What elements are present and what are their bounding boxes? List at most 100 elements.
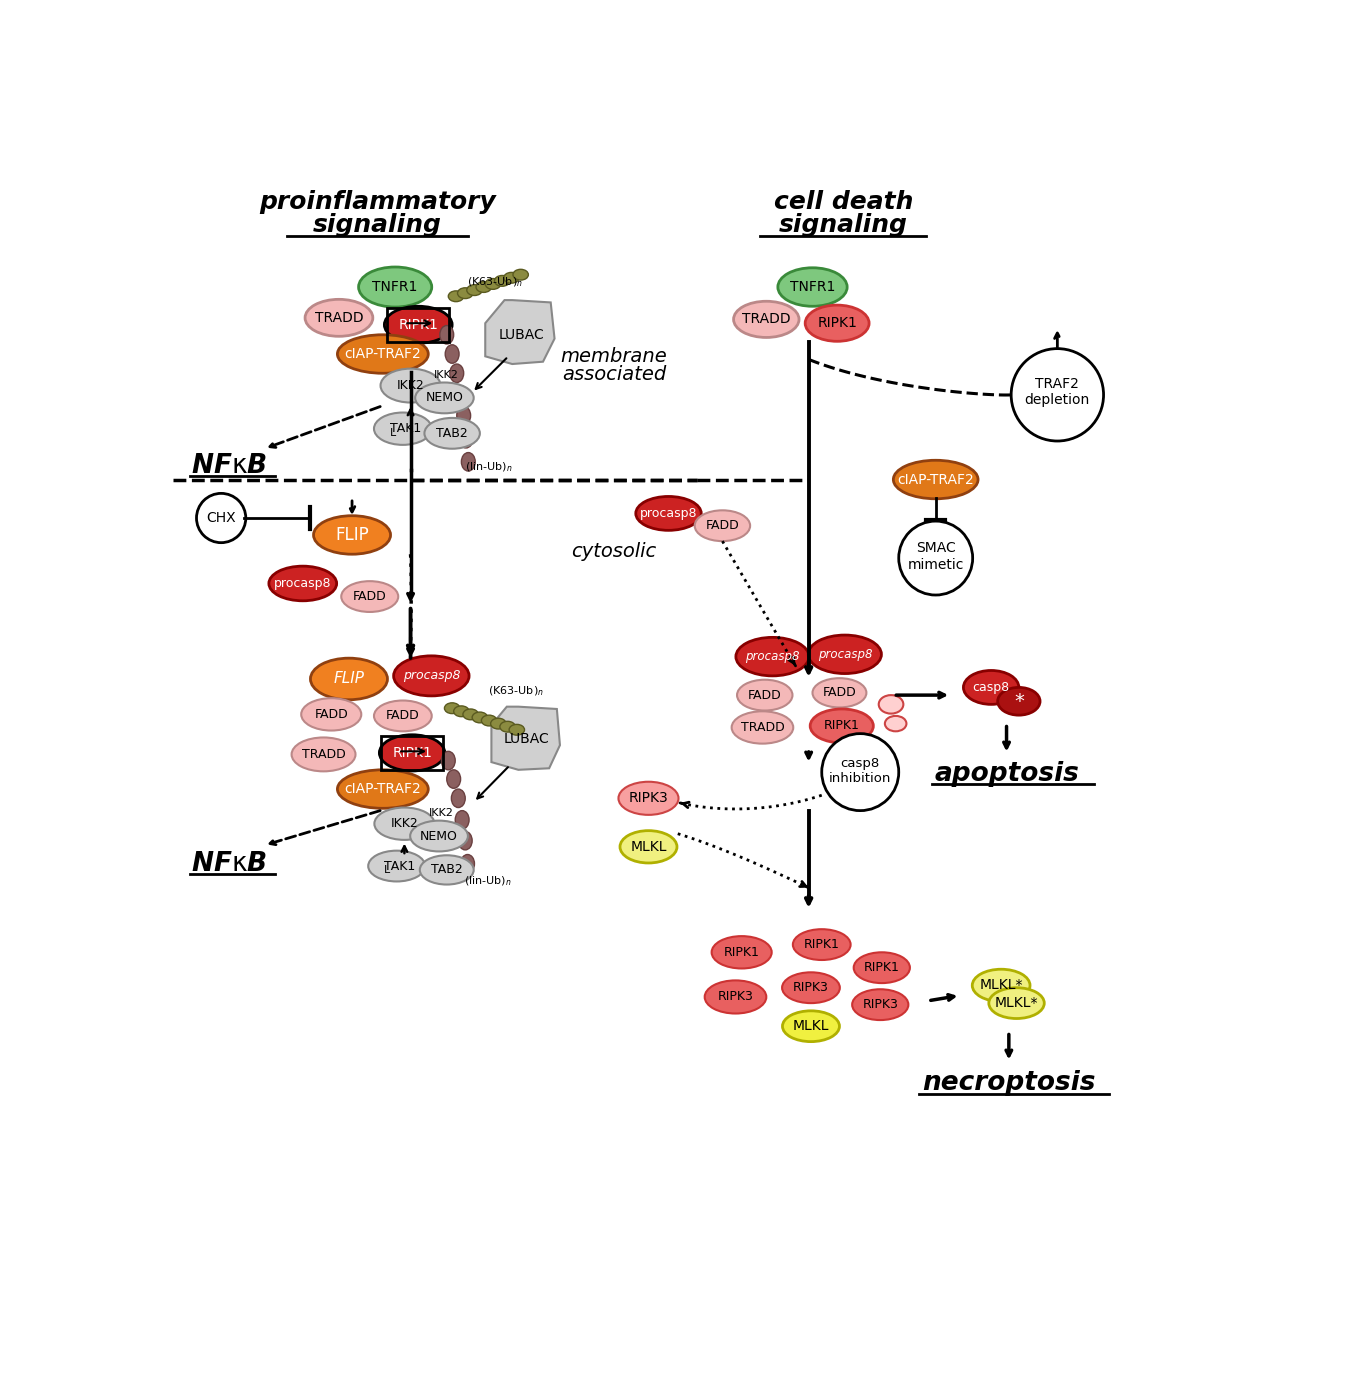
- Text: casp8
inhibition: casp8 inhibition: [830, 757, 891, 784]
- Ellipse shape: [411, 821, 468, 852]
- Ellipse shape: [894, 460, 978, 499]
- Ellipse shape: [456, 810, 469, 830]
- Text: L: L: [390, 429, 396, 438]
- Text: (K63-Ub)$_n$: (K63-Ub)$_n$: [488, 685, 544, 699]
- Ellipse shape: [619, 781, 679, 814]
- Ellipse shape: [461, 452, 475, 471]
- Ellipse shape: [445, 344, 460, 364]
- Text: signaling: signaling: [779, 214, 907, 237]
- Text: associated: associated: [562, 365, 666, 384]
- Ellipse shape: [424, 418, 480, 449]
- Ellipse shape: [374, 808, 434, 839]
- Ellipse shape: [782, 973, 840, 1003]
- Text: MLKL*: MLKL*: [979, 978, 1023, 992]
- Ellipse shape: [310, 659, 388, 700]
- Ellipse shape: [439, 325, 454, 344]
- Ellipse shape: [449, 291, 464, 302]
- Text: cIAP-TRAF2: cIAP-TRAF2: [344, 783, 422, 796]
- Text: CHX: CHX: [207, 511, 235, 525]
- Text: procasp8: procasp8: [817, 648, 872, 661]
- Text: signaling: signaling: [313, 214, 442, 237]
- Ellipse shape: [314, 515, 390, 554]
- Ellipse shape: [513, 269, 529, 280]
- Text: casp8: casp8: [972, 681, 1009, 695]
- Ellipse shape: [379, 734, 445, 770]
- Text: MLKL: MLKL: [793, 1020, 830, 1034]
- Text: cytosolic: cytosolic: [571, 543, 657, 561]
- Ellipse shape: [420, 856, 473, 885]
- Text: RIPK1: RIPK1: [724, 945, 760, 959]
- Ellipse shape: [466, 285, 483, 295]
- Text: RIPK1: RIPK1: [824, 719, 860, 733]
- Ellipse shape: [442, 751, 456, 770]
- Text: procasp8: procasp8: [273, 577, 332, 590]
- Text: SMAC
mimetic: SMAC mimetic: [907, 542, 964, 572]
- Polygon shape: [491, 707, 560, 770]
- Text: necroptosis: necroptosis: [922, 1071, 1096, 1097]
- Ellipse shape: [879, 695, 903, 714]
- Ellipse shape: [374, 412, 431, 445]
- Ellipse shape: [963, 671, 1019, 704]
- Text: FADD: FADD: [748, 689, 782, 701]
- Text: (K63-Ub)$_n$: (K63-Ub)$_n$: [468, 276, 524, 289]
- Text: *: *: [1015, 692, 1024, 711]
- Text: TAK1: TAK1: [384, 860, 415, 872]
- Ellipse shape: [454, 386, 468, 404]
- Text: RIPK3: RIPK3: [862, 998, 898, 1011]
- Text: RIPK1: RIPK1: [817, 316, 857, 331]
- Circle shape: [821, 733, 899, 810]
- Ellipse shape: [450, 364, 464, 383]
- Text: (lin-Ub)$_n$: (lin-Ub)$_n$: [465, 460, 513, 474]
- Polygon shape: [486, 300, 555, 364]
- Ellipse shape: [460, 430, 473, 448]
- Ellipse shape: [491, 718, 506, 729]
- Ellipse shape: [808, 635, 881, 674]
- Text: NF$\mathsf{\kappa}$B: NF$\mathsf{\kappa}$B: [190, 452, 267, 478]
- Ellipse shape: [269, 566, 337, 601]
- Ellipse shape: [853, 989, 908, 1020]
- Ellipse shape: [341, 582, 398, 612]
- Text: FLIP: FLIP: [335, 526, 369, 544]
- Text: proinflammatory: proinflammatory: [258, 190, 496, 215]
- Ellipse shape: [998, 688, 1040, 715]
- Ellipse shape: [732, 711, 793, 744]
- Ellipse shape: [385, 306, 452, 343]
- Ellipse shape: [446, 770, 461, 788]
- Text: TRAF2
depletion: TRAF2 depletion: [1024, 376, 1089, 407]
- Text: FADD: FADD: [386, 710, 420, 722]
- Text: RIPK1: RIPK1: [804, 938, 839, 951]
- Text: FADD: FADD: [314, 708, 348, 721]
- Text: cIAP-TRAF2: cIAP-TRAF2: [898, 473, 974, 486]
- Ellipse shape: [393, 656, 469, 696]
- Text: TAK1: TAK1: [390, 422, 422, 435]
- Ellipse shape: [635, 496, 702, 531]
- Ellipse shape: [472, 712, 487, 723]
- Ellipse shape: [301, 699, 362, 730]
- Ellipse shape: [291, 737, 355, 772]
- Text: L: L: [385, 865, 390, 875]
- Text: FADD: FADD: [352, 590, 386, 604]
- Text: TNFR1: TNFR1: [790, 280, 835, 294]
- Text: RIPK3: RIPK3: [718, 991, 753, 1003]
- Ellipse shape: [337, 770, 428, 809]
- Text: cell death: cell death: [774, 190, 913, 215]
- Ellipse shape: [415, 383, 473, 413]
- Text: TRADD: TRADD: [314, 311, 363, 325]
- Ellipse shape: [805, 305, 869, 342]
- Ellipse shape: [445, 703, 460, 714]
- Text: NF$\mathsf{\kappa}$B: NF$\mathsf{\kappa}$B: [190, 850, 267, 876]
- Text: IKK2: IKK2: [397, 379, 424, 393]
- Ellipse shape: [305, 299, 373, 336]
- Circle shape: [1010, 349, 1103, 441]
- Text: IKK2: IKK2: [434, 369, 460, 380]
- Ellipse shape: [733, 302, 800, 338]
- Ellipse shape: [452, 790, 465, 808]
- Ellipse shape: [778, 267, 847, 306]
- Ellipse shape: [374, 700, 431, 732]
- Text: RIPK1: RIPK1: [864, 962, 900, 974]
- Ellipse shape: [457, 288, 473, 299]
- Text: RIPK1: RIPK1: [398, 318, 438, 332]
- Ellipse shape: [462, 708, 479, 719]
- Ellipse shape: [782, 1011, 839, 1042]
- Text: IKK2: IKK2: [428, 808, 454, 819]
